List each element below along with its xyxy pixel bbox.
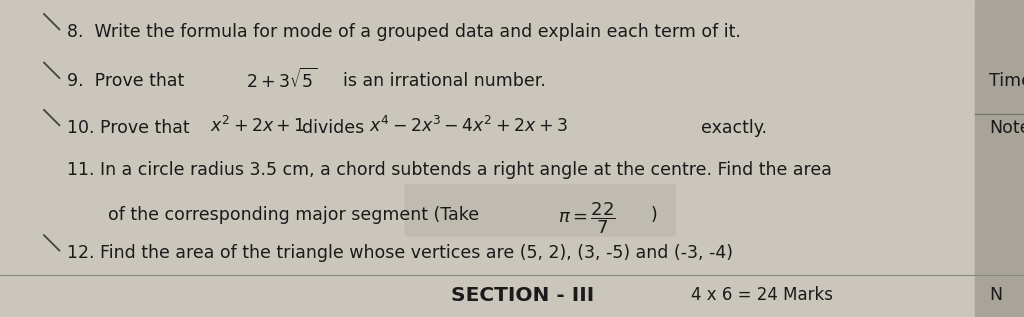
Text: of the corresponding major segment (Take: of the corresponding major segment (Take [108, 206, 478, 224]
Text: divides: divides [302, 119, 365, 137]
Text: $\pi=\dfrac{22}{7}$: $\pi=\dfrac{22}{7}$ [558, 201, 615, 236]
Text: $x^4-2x^3-4x^2+2x+3$: $x^4-2x^3-4x^2+2x+3$ [369, 116, 567, 136]
Text: Note: Note [989, 119, 1024, 137]
Text: $x^2+2x+1$: $x^2+2x+1$ [210, 116, 305, 136]
Text: N: N [989, 286, 1002, 304]
Text: 4 x 6 = 24 Marks: 4 x 6 = 24 Marks [691, 286, 834, 304]
Text: Time: Time [989, 72, 1024, 90]
Text: is an irrational number.: is an irrational number. [343, 72, 546, 90]
Text: exactly.: exactly. [701, 119, 767, 137]
Text: SECTION - III: SECTION - III [451, 286, 594, 305]
Text: 8.  Write the formula for mode of a grouped data and explain each term of it.: 8. Write the formula for mode of a group… [67, 23, 740, 41]
Text: 11. In a circle radius 3.5 cm, a chord subtends a right angle at the centre. Fin: 11. In a circle radius 3.5 cm, a chord s… [67, 161, 831, 179]
Text: 10. Prove that: 10. Prove that [67, 119, 189, 137]
Text: ): ) [650, 206, 657, 224]
Text: 9.  Prove that: 9. Prove that [67, 72, 184, 90]
Text: $2+3\sqrt{5}$: $2+3\sqrt{5}$ [246, 68, 316, 92]
Text: 12. Find the area of the triangle whose vertices are (5, 2), (3, -5) and (-3, -4: 12. Find the area of the triangle whose … [67, 244, 732, 262]
Bar [975, 0, 1024, 317]
FancyBboxPatch shape [404, 184, 676, 236]
